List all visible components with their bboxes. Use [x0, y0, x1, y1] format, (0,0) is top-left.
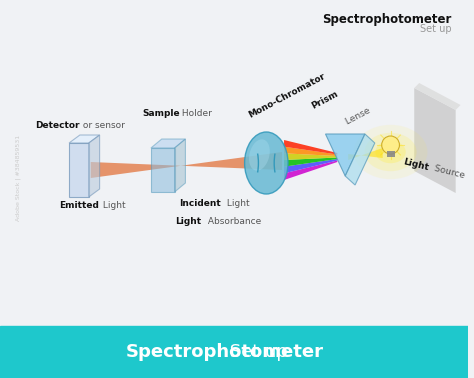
Text: Mono-Chromator: Mono-Chromator	[246, 72, 327, 120]
Text: Lense: Lense	[341, 106, 372, 128]
Ellipse shape	[245, 132, 288, 194]
Polygon shape	[151, 148, 174, 192]
Bar	[387, 151, 394, 157]
Text: Set up: Set up	[420, 24, 452, 34]
Polygon shape	[69, 135, 100, 143]
Polygon shape	[284, 153, 337, 160]
Text: Incident: Incident	[180, 200, 221, 209]
Ellipse shape	[365, 133, 417, 171]
Polygon shape	[89, 135, 100, 197]
Text: Sample: Sample	[142, 110, 180, 118]
Polygon shape	[284, 161, 337, 180]
Polygon shape	[284, 140, 337, 155]
Circle shape	[382, 136, 400, 154]
Polygon shape	[414, 88, 456, 193]
Polygon shape	[151, 139, 185, 148]
Text: Light: Light	[100, 201, 125, 211]
Polygon shape	[284, 147, 337, 156]
Polygon shape	[414, 83, 461, 110]
Text: Light: Light	[402, 158, 430, 172]
Text: Emitted: Emitted	[59, 201, 99, 211]
Polygon shape	[348, 148, 383, 160]
Polygon shape	[284, 159, 337, 174]
Text: Spectrophotometer: Spectrophotometer	[322, 13, 452, 26]
Polygon shape	[345, 134, 375, 185]
Text: Prism: Prism	[310, 89, 339, 111]
Text: Light: Light	[224, 200, 249, 209]
Text: Source: Source	[431, 164, 466, 180]
Text: Spectrophotometer: Spectrophotometer	[126, 343, 324, 361]
Text: Absorbance: Absorbance	[205, 217, 261, 226]
Text: Light: Light	[175, 217, 201, 226]
Text: Set up: Set up	[224, 343, 288, 361]
Polygon shape	[174, 139, 185, 192]
Polygon shape	[284, 158, 337, 167]
Polygon shape	[91, 152, 282, 178]
Bar	[0, 326, 467, 378]
Text: Adobe Stock | #384859531: Adobe Stock | #384859531	[15, 135, 20, 221]
Text: Holder: Holder	[179, 110, 211, 118]
Text: or sensor: or sensor	[80, 121, 125, 130]
Polygon shape	[69, 143, 89, 197]
Ellipse shape	[249, 139, 270, 171]
Ellipse shape	[375, 141, 406, 163]
Text: Detector: Detector	[36, 121, 80, 130]
Polygon shape	[326, 134, 365, 176]
Ellipse shape	[354, 125, 428, 179]
